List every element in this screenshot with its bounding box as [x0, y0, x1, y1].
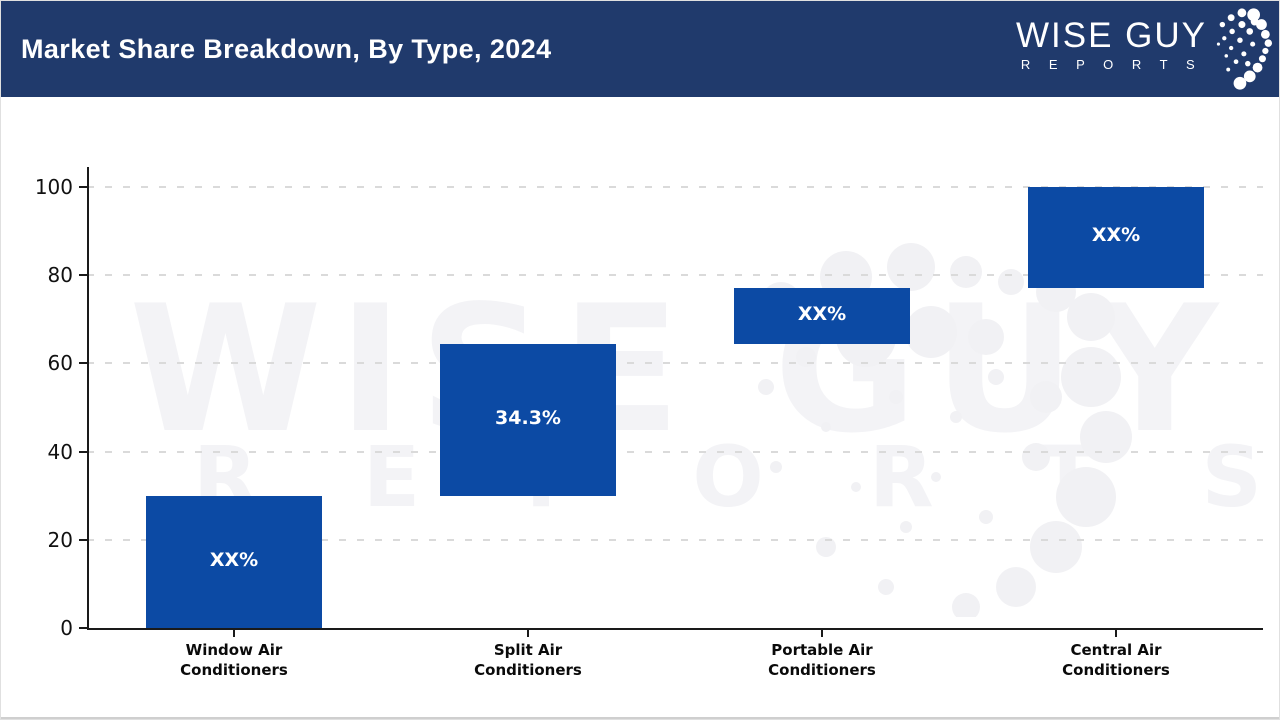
y-gridline — [87, 186, 1263, 188]
bar — [734, 287, 910, 345]
x-tick-mark — [527, 630, 529, 637]
x-category-label: Split Air Conditioners — [474, 641, 582, 679]
y-gridline — [87, 274, 1263, 277]
y-gridline — [87, 450, 1263, 453]
chart-area: WISE GUY R E P O R T S 0 20 40 60 80 100 XX% Wi… — [1, 97, 1279, 717]
x-axis-spine — [87, 628, 1263, 630]
x-tick-mark — [821, 630, 823, 637]
bar-value-label: XX% — [797, 302, 847, 325]
bar-value-label: 34.3% — [495, 407, 561, 430]
bar-value-label: XX% — [1091, 224, 1141, 247]
y-tick-label: 0 — [60, 616, 73, 640]
x-tick-mark — [233, 630, 235, 637]
x-category-label: Window Air Conditioners — [180, 641, 288, 679]
y-axis-spine — [87, 167, 89, 630]
y-tick-mark — [79, 450, 87, 453]
y-tick-mark — [79, 538, 87, 541]
y-tick-mark — [79, 362, 87, 365]
logo-subtitle: R E P O R T S — [1020, 57, 1203, 72]
y-tick-label: 40 — [47, 439, 73, 464]
y-gridline — [87, 538, 1263, 541]
logo: WISE GUY R E P O R T S — [1016, 18, 1207, 71]
bar — [146, 495, 322, 628]
bar-value-label: XX% — [209, 548, 259, 571]
y-tick-label: 80 — [47, 263, 73, 288]
dotted-face-profile-icon — [1216, 8, 1273, 90]
y-tick-label: 20 — [47, 527, 73, 552]
y-tick-mark — [79, 627, 87, 629]
bar — [440, 344, 616, 496]
y-tick-mark — [79, 274, 87, 277]
x-category-label: Central Air Conditioners — [1062, 641, 1170, 679]
x-category-label: Portable Air Conditioners — [768, 641, 876, 679]
watermark-wordmark: WISE GUY — [129, 269, 1235, 472]
bottom-divider — [1, 717, 1279, 719]
y-tick-label: 100 — [34, 175, 73, 199]
logo-wordmark: WISE GUY — [1015, 16, 1207, 55]
y-tick-label: 60 — [47, 351, 73, 376]
chart-title: Market Share Breakdown, By Type, 2024 — [21, 33, 552, 64]
bar — [1028, 187, 1204, 288]
x-tick-mark — [1115, 630, 1117, 637]
y-gridline — [87, 362, 1263, 365]
y-tick-mark — [79, 186, 87, 188]
header-bar: Market Share Breakdown, By Type, 2024 WI… — [1, 1, 1279, 97]
